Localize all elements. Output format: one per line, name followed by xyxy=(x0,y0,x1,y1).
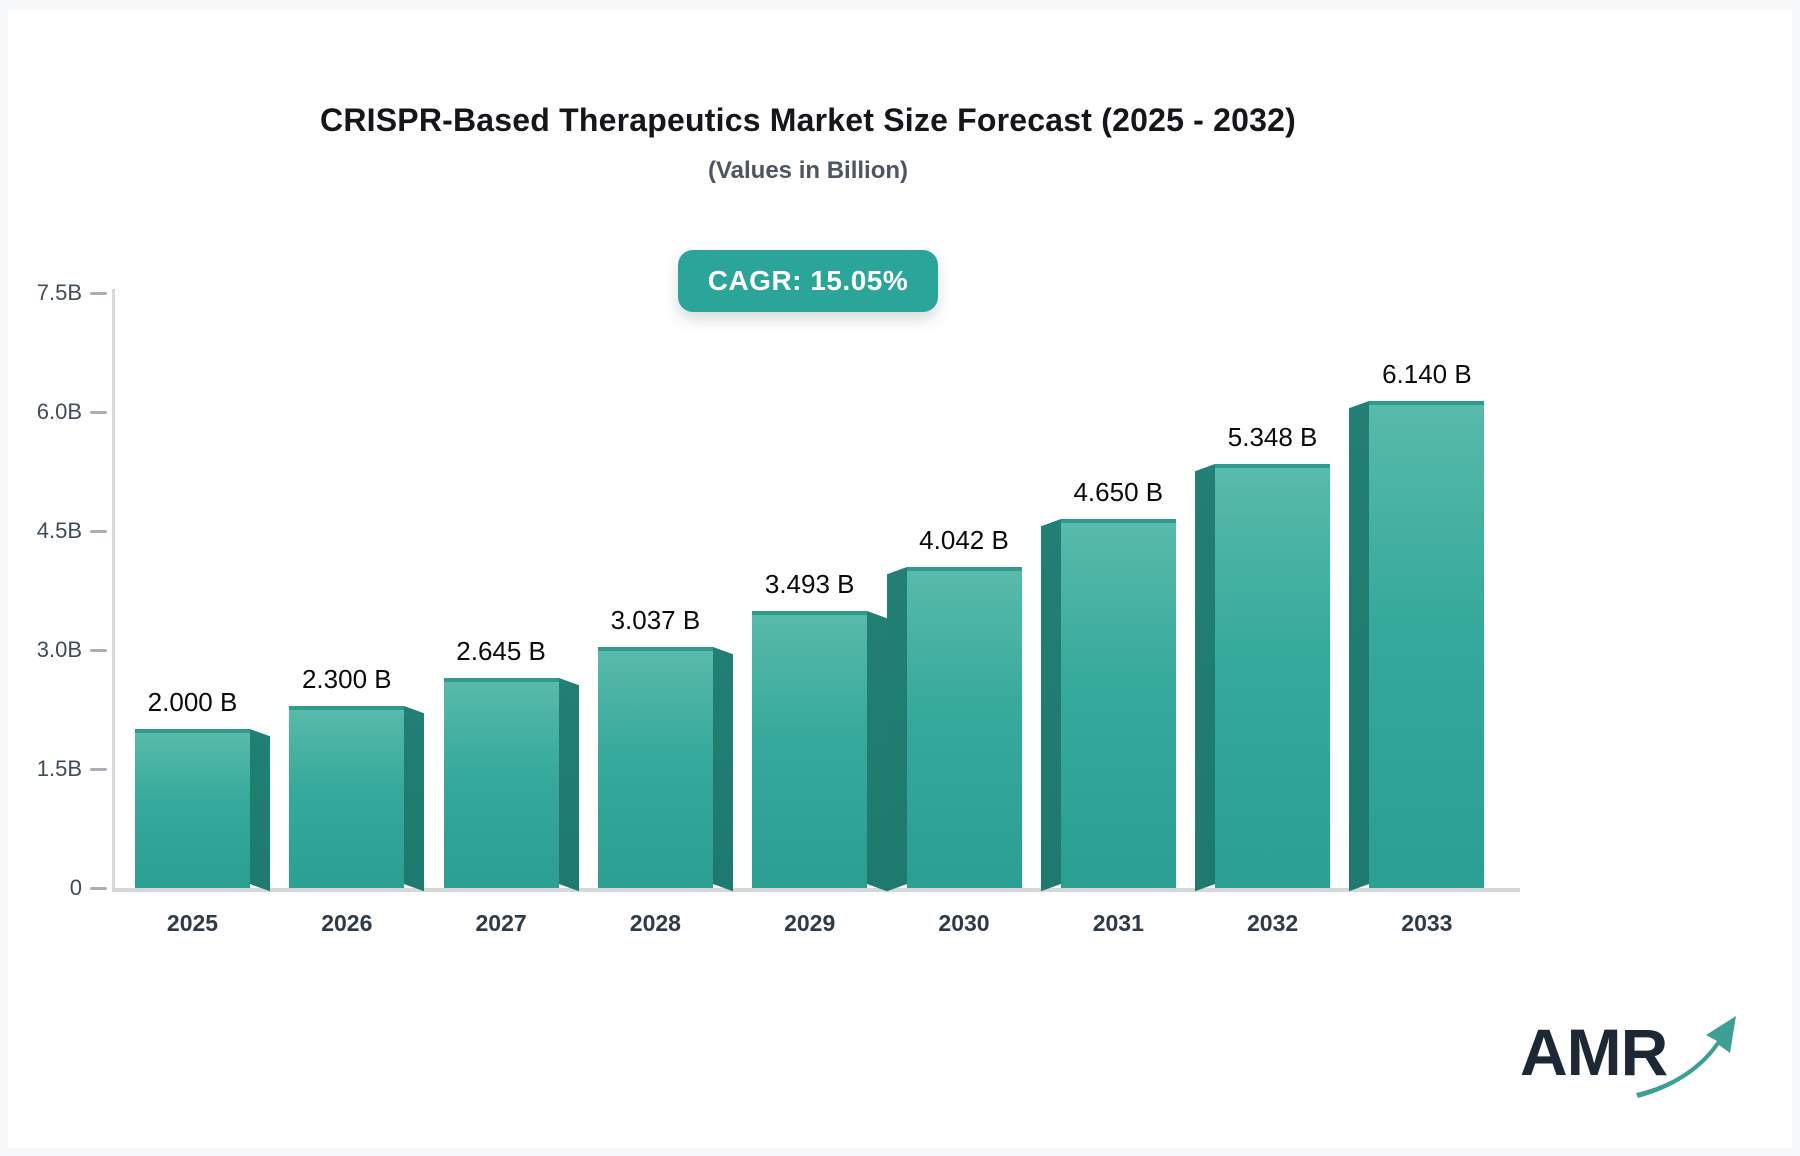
bar-value-label: 3.493 B xyxy=(764,568,855,599)
y-axis-tick xyxy=(90,411,107,415)
bar-2031-side xyxy=(1040,519,1061,892)
bar-2030-side xyxy=(886,567,907,892)
y-axis-tick xyxy=(90,530,107,533)
x-axis-label-2028: 2028 xyxy=(629,910,681,936)
bar-2032-side xyxy=(1195,463,1216,892)
bar-value-label: 2.000 B xyxy=(147,687,238,718)
x-axis-label-2031: 2031 xyxy=(1092,910,1144,936)
chart-card: CRISPR-Based Therapeutics Market Size Fo… xyxy=(8,10,1792,1148)
bar-value-label: 4.650 B xyxy=(1073,477,1164,508)
y-axis-tick xyxy=(90,649,107,652)
x-axis-label-2030: 2030 xyxy=(938,910,990,936)
y-axis-tick xyxy=(90,292,107,296)
y-axis-tick-label: 4.5B xyxy=(36,518,82,543)
bar-value-label: 6.140 B xyxy=(1382,358,1472,389)
bar-value-label: 2.300 B xyxy=(301,663,392,694)
bar-value-label: 4.042 B xyxy=(919,525,1009,556)
y-axis-tick-label: 0 xyxy=(69,875,82,900)
bar-chart: 0 1.5B 3.0B 4.5B 6.0B 7.5B 2.000 B 2025 2.300 B 2… xyxy=(8,10,1792,1148)
bar-2026-side xyxy=(404,705,425,892)
y-axis-tick-label: 3.0B xyxy=(36,637,82,662)
bar-2030 xyxy=(906,567,1022,888)
x-axis-label-2026: 2026 xyxy=(321,910,373,936)
page-title: CRISPR-Based Therapeutics Market Size Fo… xyxy=(320,102,1296,138)
y-axis-tick xyxy=(90,768,107,771)
cagr-badge: CAGR: 15.05% xyxy=(677,250,939,312)
x-axis-line xyxy=(112,888,1520,892)
bar-2028 xyxy=(597,647,713,888)
bar-2025-side xyxy=(250,729,270,892)
amr-logo: AMR xyxy=(1518,999,1748,1108)
bar-2033-side xyxy=(1349,400,1370,892)
bar-2027-side xyxy=(558,678,579,892)
y-axis-tick-label: 7.5B xyxy=(36,280,82,306)
y-axis-tick xyxy=(90,887,107,890)
bar-2029 xyxy=(752,610,868,888)
bar-2032 xyxy=(1215,463,1331,888)
y-axis-tick-label: 6.0B xyxy=(36,399,82,425)
x-axis-label-2027: 2027 xyxy=(475,910,527,936)
amr-logo-text: AMR xyxy=(1520,1015,1668,1089)
bar-2033 xyxy=(1369,400,1485,888)
bar-2028-side xyxy=(712,647,733,892)
bar-2025 xyxy=(135,729,250,888)
bar-2029-side xyxy=(867,610,888,892)
x-axis-label-2033: 2033 xyxy=(1401,910,1453,936)
x-axis-label-2032: 2032 xyxy=(1247,910,1299,936)
chart-subtitle: (Values in Billion) xyxy=(707,157,909,184)
y-axis-line xyxy=(112,289,115,892)
x-axis-label-2029: 2029 xyxy=(784,910,836,936)
y-axis-tick-label: 1.5B xyxy=(36,756,82,781)
bar-value-label: 5.348 B xyxy=(1227,421,1318,452)
bar-2026 xyxy=(289,705,405,888)
bar-2027 xyxy=(443,678,559,888)
bar-value-label: 2.645 B xyxy=(456,636,546,667)
amr-logo-arrow-icon xyxy=(1636,1016,1736,1098)
bar-value-label: 3.037 B xyxy=(610,605,701,636)
x-axis-label-2025: 2025 xyxy=(166,910,219,936)
bar-2031 xyxy=(1060,519,1176,888)
